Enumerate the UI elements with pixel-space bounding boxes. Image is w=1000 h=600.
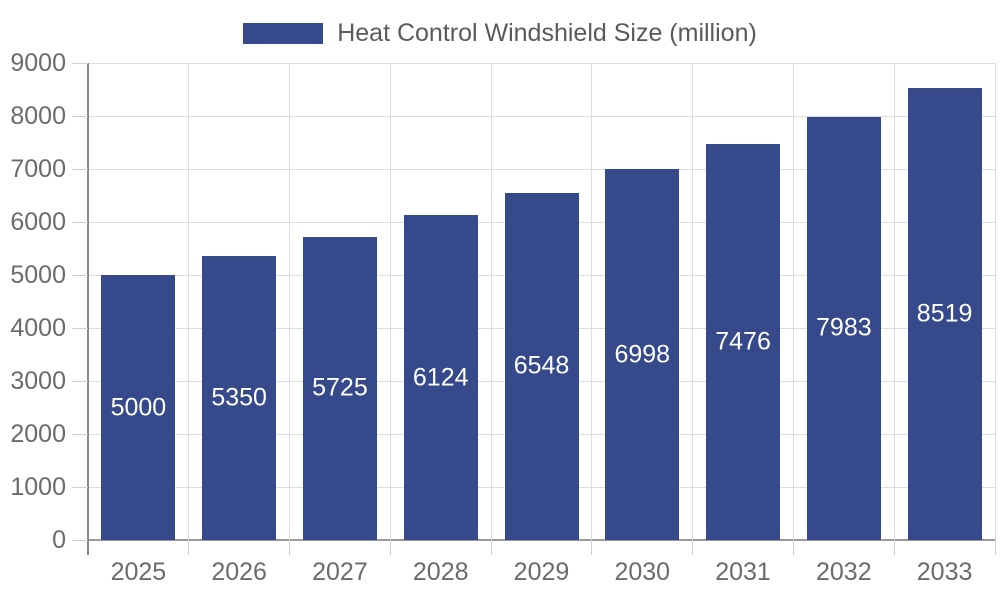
y-tick-label: 1000: [10, 473, 66, 501]
bar-value-label: 6124: [412, 363, 469, 392]
bar-2030: 6998: [605, 169, 680, 540]
x-axis-tick: [692, 540, 694, 555]
y-tick-label: 5000: [10, 261, 66, 289]
x-axis-tick: [389, 540, 391, 555]
gridline-vertical: [188, 63, 190, 540]
legend: Heat Control Windshield Size (million): [0, 21, 1000, 46]
bar-value-label: 7476: [715, 327, 771, 356]
x-axis-tick: [591, 540, 593, 555]
y-axis-tick: [72, 380, 88, 382]
bar-value-label: 7983: [816, 313, 872, 342]
y-tick-label: 9000: [10, 49, 66, 77]
y-axis-tick: [72, 115, 88, 117]
gridline-vertical: [994, 63, 996, 540]
bar-2029: 6548: [504, 192, 579, 540]
y-tick-label: 0: [52, 526, 66, 554]
x-axis-tick: [289, 540, 291, 555]
gridline-vertical: [389, 63, 391, 540]
y-axis-tick: [72, 274, 88, 276]
y-tick-label: 7000: [10, 155, 66, 183]
x-tick-label: 2027: [312, 558, 368, 586]
x-axis-tick: [893, 540, 895, 555]
y-tick-label: 6000: [10, 208, 66, 236]
bar-value-label: 6998: [614, 340, 671, 369]
bar-2031: 7476: [706, 143, 781, 540]
bar-2026: 5350: [202, 256, 277, 540]
bar-value-label: 8519: [916, 299, 973, 328]
x-tick-label: 2031: [715, 558, 771, 586]
gridline-horizontal: [88, 168, 995, 170]
bar-2033: 8519: [907, 88, 982, 540]
legend-label: Heat Control Windshield Size (million): [337, 19, 757, 47]
bar-2025: 5000: [101, 275, 176, 540]
gridline-vertical: [490, 63, 492, 540]
gridline-vertical: [893, 63, 895, 540]
y-axis-tick: [72, 539, 88, 541]
gridline-horizontal: [88, 115, 995, 117]
x-axis-tick: [490, 540, 492, 555]
y-tick-label: 8000: [10, 102, 66, 130]
plot-area: 5000 5350 5725 6124 6548 6998 7476 7983 8519: [87, 62, 996, 555]
bar-value-label: 5000: [110, 393, 167, 421]
y-axis-tick: [72, 168, 88, 170]
gridline-vertical: [692, 63, 694, 540]
y-axis-tick: [72, 62, 88, 64]
y-tick-label: 2000: [10, 420, 66, 448]
y-axis-line: [87, 63, 89, 555]
gridline-vertical: [289, 63, 291, 540]
x-axis-zero-line: [88, 539, 995, 541]
x-axis-tick: [188, 540, 190, 555]
bar-value-label: 5725: [312, 373, 368, 402]
y-axis-tick: [72, 486, 88, 488]
bar-2027: 5725: [302, 236, 377, 540]
x-axis-tick: [792, 540, 794, 555]
gridline-vertical: [591, 63, 593, 540]
y-tick-label: 4000: [10, 314, 66, 342]
x-tick-label: 2030: [614, 558, 671, 586]
x-axis-tick: [994, 540, 996, 555]
bar-2028: 6124: [403, 215, 478, 540]
gridline-horizontal: [88, 62, 995, 64]
x-tick-label: 2032: [816, 558, 872, 586]
y-axis-tick: [72, 327, 88, 329]
x-tick-label: 2025: [110, 558, 167, 586]
y-tick-label: 3000: [10, 367, 66, 395]
gridline-vertical: [792, 63, 794, 540]
bar-value-label: 5350: [211, 383, 267, 412]
x-tick-label: 2029: [513, 558, 570, 586]
y-axis-tick: [72, 221, 88, 223]
bar-2032: 7983: [806, 116, 881, 540]
bar-value-label: 6548: [513, 351, 570, 380]
y-axis-tick: [72, 433, 88, 435]
x-tick-label: 2026: [211, 558, 267, 586]
legend-swatch: [243, 23, 324, 44]
x-tick-label: 2028: [412, 558, 469, 586]
x-tick-label: 2033: [916, 558, 973, 586]
